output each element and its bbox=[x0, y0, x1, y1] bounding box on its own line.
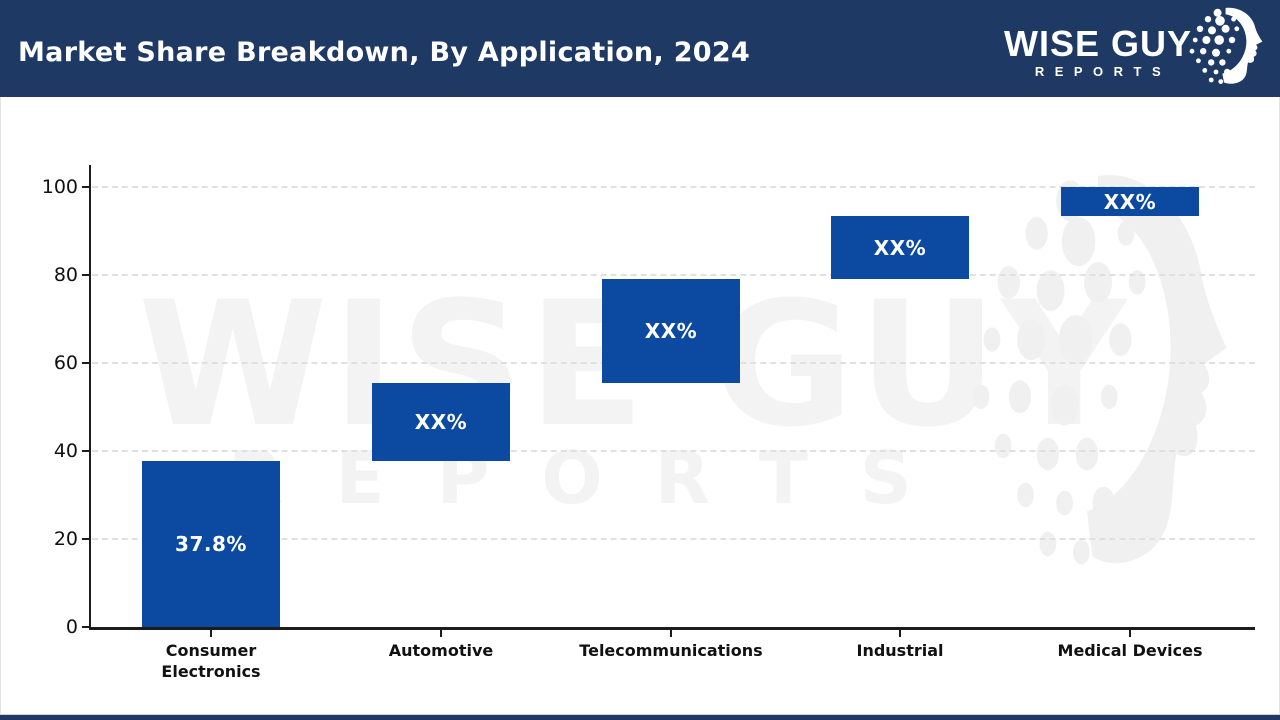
y-tick-40 bbox=[82, 450, 90, 452]
watermark-subtitle: REPORTS bbox=[228, 436, 964, 520]
x-tick-medical-devices bbox=[1129, 630, 1131, 637]
y-tick-20 bbox=[82, 538, 90, 540]
bar-telecommunications: XX% bbox=[602, 279, 740, 383]
x-category-label-automotive: Automotive bbox=[388, 641, 494, 660]
watermark-head-graphic bbox=[972, 175, 1227, 565]
bar-industrial: XX% bbox=[831, 216, 969, 280]
y-tick-label-60: 60 bbox=[53, 352, 78, 374]
bar-automotive: XX% bbox=[372, 382, 510, 461]
y-tick-label-20: 20 bbox=[53, 528, 78, 550]
x-category-label-medical-devices: Medical Devices bbox=[1057, 641, 1203, 660]
x-tick-consumer-electronics bbox=[210, 630, 212, 637]
gridline-40 bbox=[92, 450, 1255, 452]
logo-wordmark: WISE GUY REPORTS bbox=[1003, 22, 1192, 80]
x-tick-telecommunications bbox=[670, 630, 672, 637]
x-category-label-industrial: Industrial bbox=[856, 641, 944, 660]
y-tick-label-40: 40 bbox=[53, 440, 78, 462]
bar-value-label-industrial: XX% bbox=[873, 235, 927, 260]
gridline-80 bbox=[92, 274, 1255, 276]
y-tick-60 bbox=[82, 362, 90, 364]
bar-consumer-electronics: 37.8% bbox=[142, 460, 280, 627]
bar-value-label-consumer-electronics: 37.8% bbox=[175, 531, 247, 556]
y-tick-label-80: 80 bbox=[53, 264, 78, 286]
y-tick-100 bbox=[82, 186, 90, 188]
header-bar: Market Share Breakdown, By Application, … bbox=[0, 0, 1280, 97]
x-category-label-telecommunications: Telecommunications bbox=[579, 641, 763, 660]
x-tick-automotive bbox=[440, 630, 442, 637]
y-tick-0 bbox=[82, 626, 90, 628]
gridline-100 bbox=[92, 186, 1255, 188]
y-axis-line bbox=[89, 165, 91, 630]
wise-guy-logo: WISE GUY REPORTS bbox=[1004, 6, 1272, 92]
bar-value-label-medical-devices: XX% bbox=[1103, 189, 1157, 214]
bar-medical-devices: XX% bbox=[1061, 187, 1199, 217]
bar-value-label-automotive: XX% bbox=[414, 409, 468, 434]
logo-text-wise-guy: WISE GUY bbox=[1003, 22, 1192, 64]
y-tick-80 bbox=[82, 274, 90, 276]
chart-title: Market Share Breakdown, By Application, … bbox=[18, 37, 751, 68]
footer-bar bbox=[0, 715, 1280, 720]
y-tick-label-0: 0 bbox=[65, 616, 78, 638]
x-tick-industrial bbox=[899, 630, 901, 637]
logo-text-reports: REPORTS bbox=[1034, 64, 1172, 80]
x-axis-line bbox=[89, 627, 1255, 630]
footer-divider bbox=[0, 714, 1280, 715]
x-category-label-consumer-electronics: Consumer Electronics bbox=[161, 641, 261, 681]
bar-value-label-telecommunications: XX% bbox=[644, 319, 698, 344]
y-tick-label-100: 100 bbox=[41, 176, 78, 198]
gridline-20 bbox=[92, 538, 1255, 540]
